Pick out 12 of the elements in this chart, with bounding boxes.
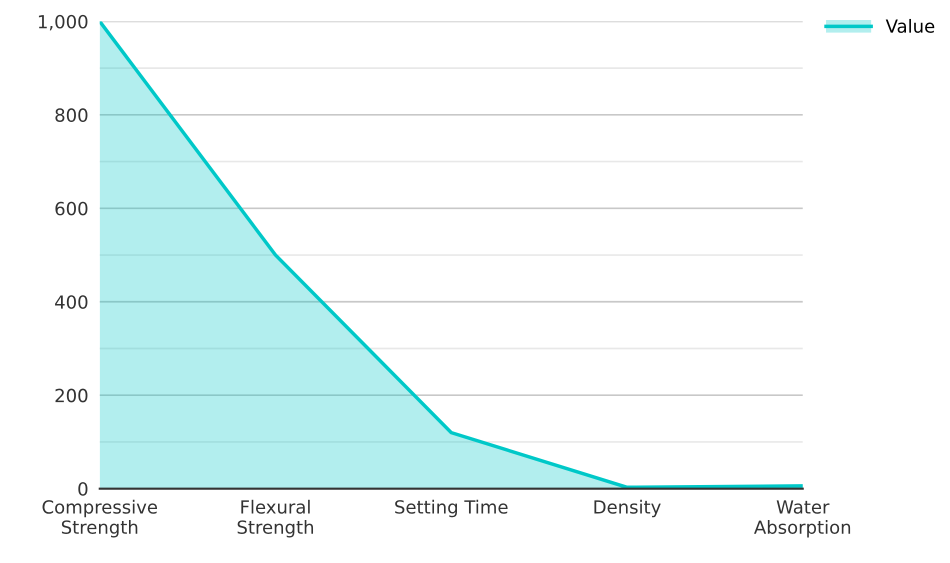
y-tick-label: 200 bbox=[56, 388, 88, 402]
x-tick-label: Compressive Strength bbox=[42, 500, 158, 538]
legend-label: Value bbox=[886, 18, 934, 33]
y-tick-label: 0 bbox=[78, 482, 88, 496]
x-tick-label: Water Absorption bbox=[754, 500, 850, 538]
y-tick-label: 1,000 bbox=[38, 14, 88, 30]
x-tick-label: Setting Time bbox=[395, 500, 508, 518]
x-tick-label: Flexural Strength bbox=[238, 500, 314, 538]
y-tick-label: 600 bbox=[55, 202, 88, 216]
x-tick-label: Density bbox=[594, 500, 661, 518]
y-tick-label: 400 bbox=[55, 295, 88, 309]
y-tick-label: 800 bbox=[55, 108, 88, 122]
